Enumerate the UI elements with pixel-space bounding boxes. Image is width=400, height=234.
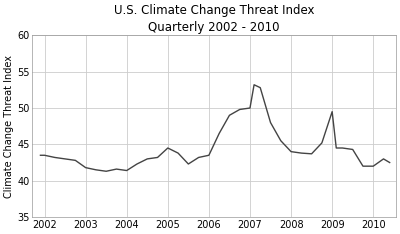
Title: U.S. Climate Change Threat Index
Quarterly 2002 - 2010: U.S. Climate Change Threat Index Quarter…	[114, 4, 314, 34]
Y-axis label: Climate Change Threat Index: Climate Change Threat Index	[4, 55, 14, 198]
